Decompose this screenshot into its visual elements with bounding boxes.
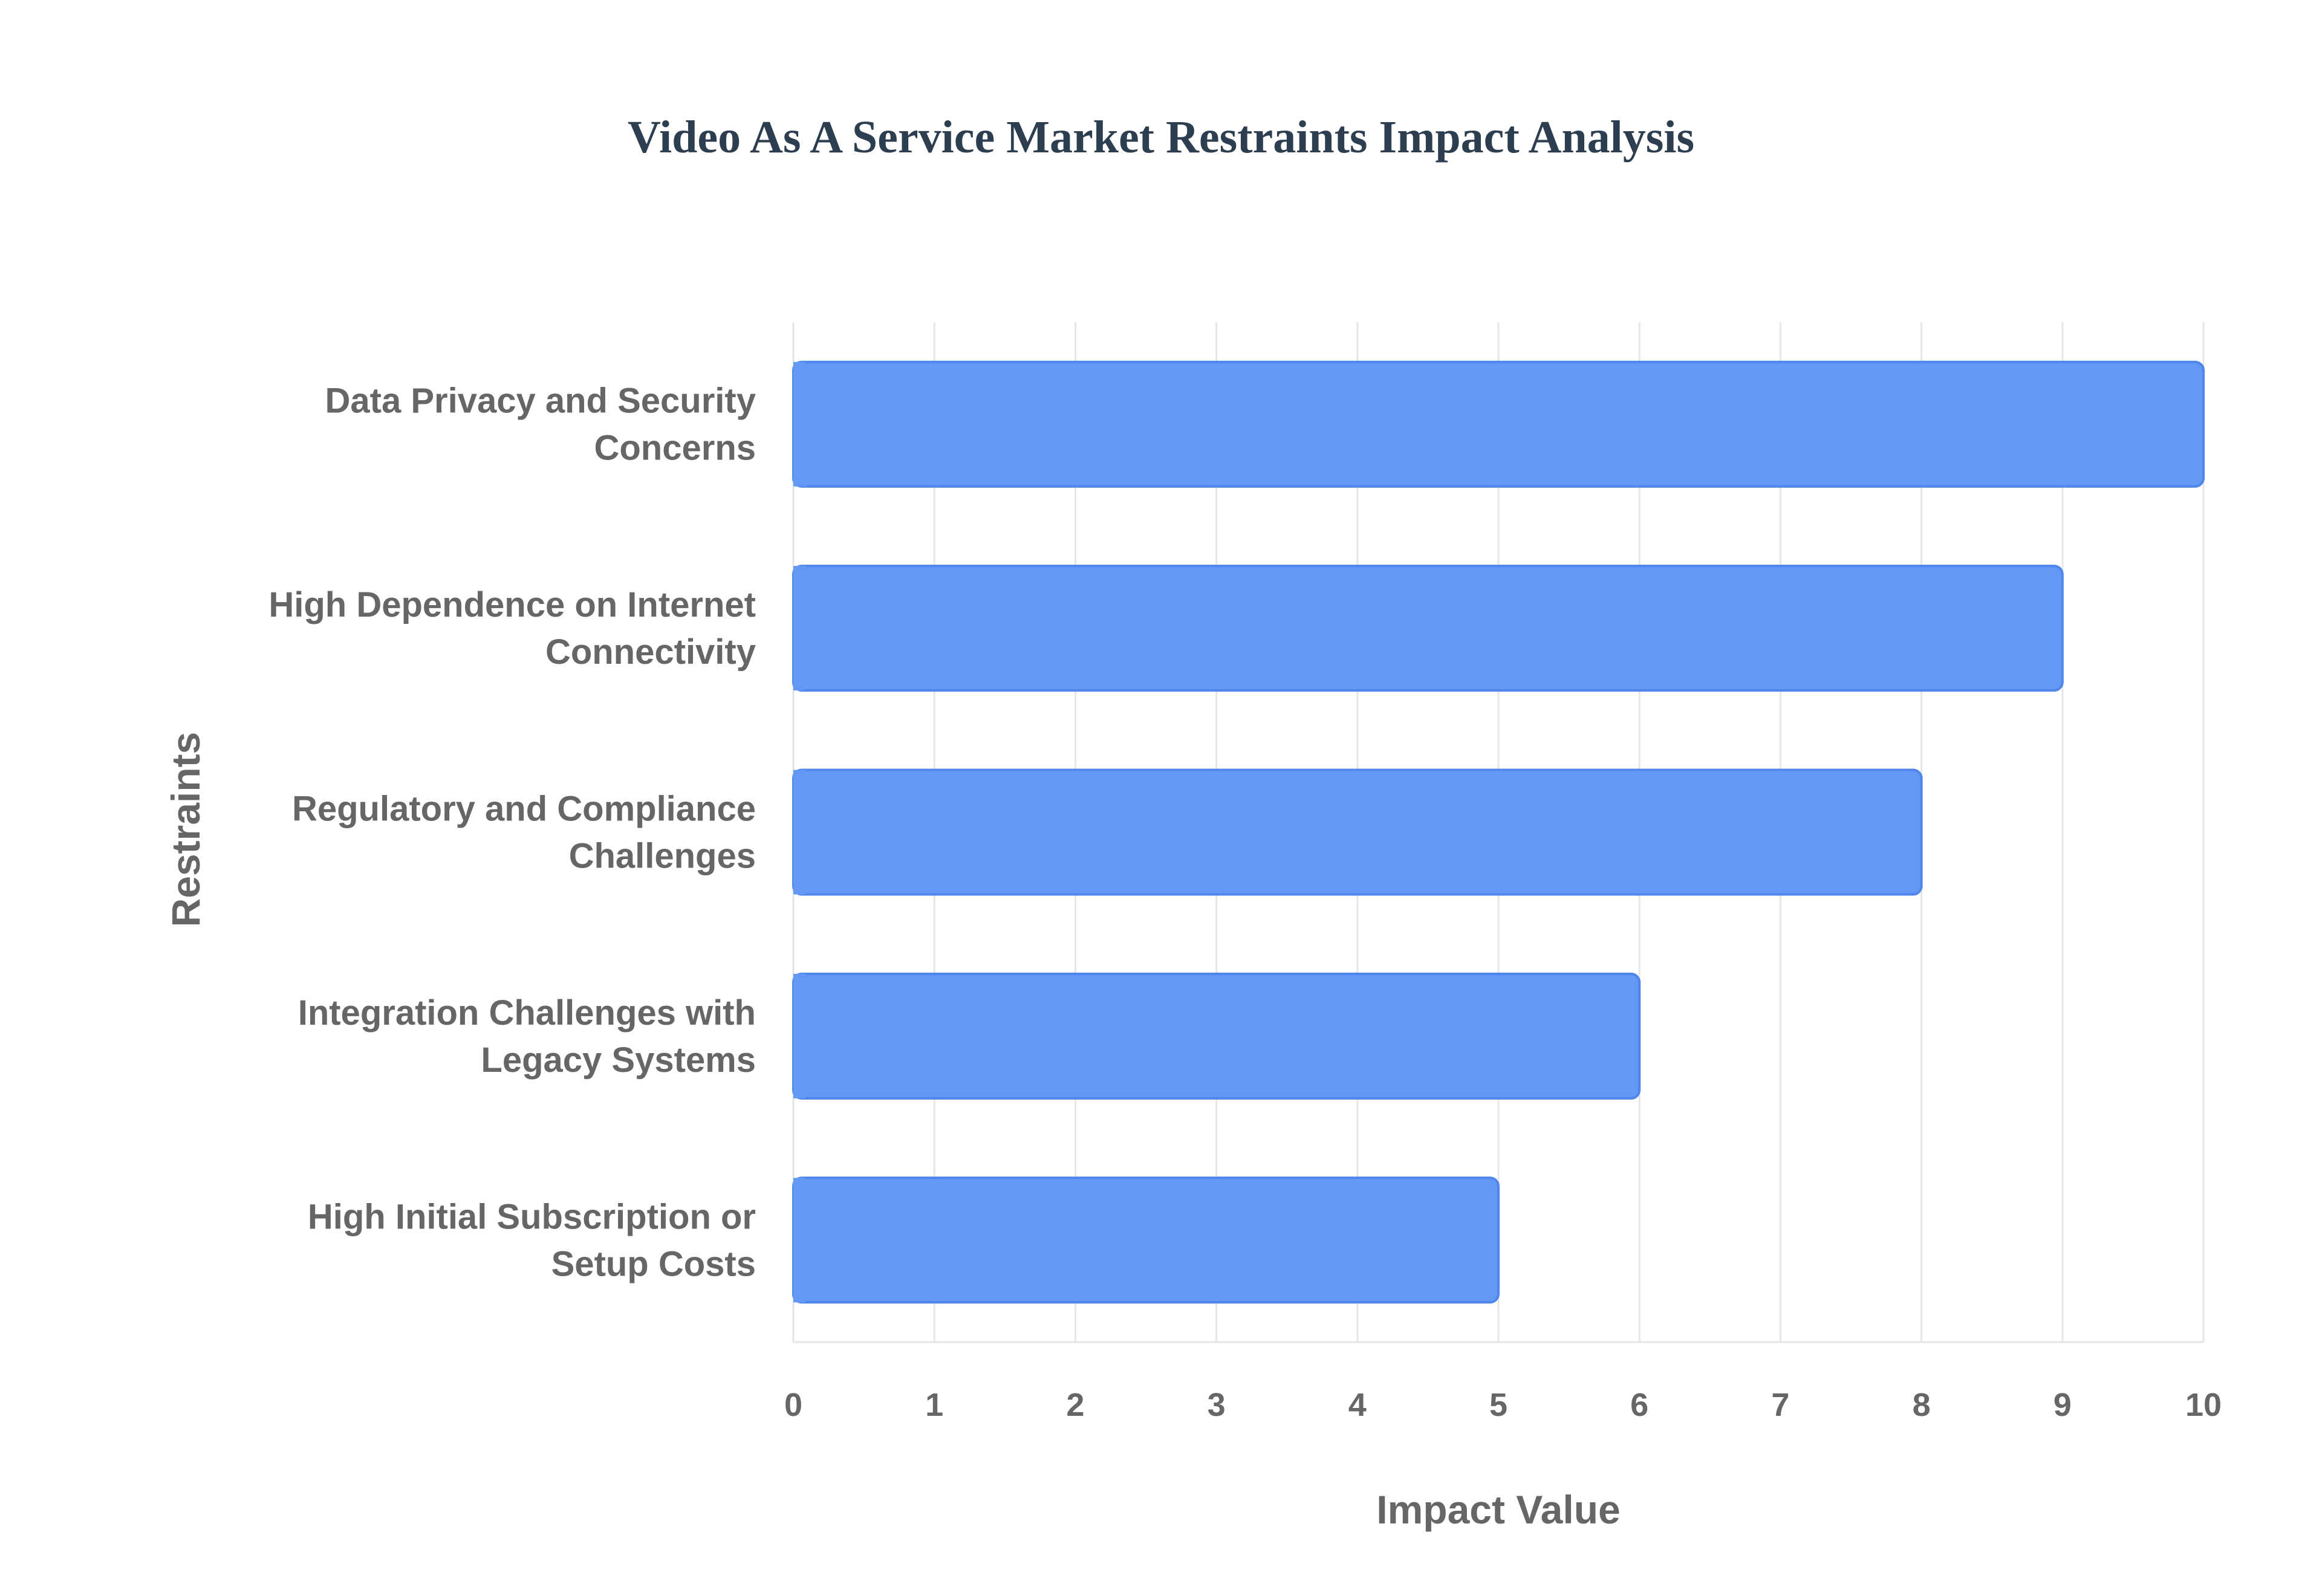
bar	[792, 565, 2064, 692]
x-tick-label: 10	[2185, 1387, 2222, 1423]
category-label: Integration Challenges with Legacy System…	[298, 993, 756, 1080]
bar-left-edge	[793, 770, 805, 895]
x-tick-label: 3	[1208, 1387, 1226, 1423]
category-label-line: Connectivity	[545, 632, 756, 672]
category-label: Data Privacy and Security Concerns	[325, 381, 756, 468]
bar	[792, 1176, 1500, 1304]
category-label: High Initial Subscription or Setup Costs	[308, 1197, 756, 1283]
category-label-line: Regulatory and Compliance	[292, 790, 756, 829]
category-label: Regulatory and Compliance Challenges	[292, 790, 756, 876]
x-tick-label: 0	[784, 1387, 802, 1423]
bar	[792, 360, 2205, 488]
x-tick-labels: 0 1 2 3 4 5 6 7 8 9 10	[784, 1387, 2222, 1423]
x-tick-label: 2	[1066, 1387, 1084, 1423]
bar	[792, 972, 1641, 1100]
x-tick-label: 9	[2054, 1387, 2072, 1423]
category-label-line: Data Privacy and Security	[325, 381, 756, 421]
category-label-line: Setup Costs	[551, 1244, 756, 1283]
x-tick-label: 5	[1489, 1387, 1507, 1423]
category-label-line: Legacy Systems	[481, 1040, 756, 1080]
chart-title: Video As A Service Market Restraints Imp…	[628, 112, 1694, 163]
bar-left-edge	[793, 362, 805, 487]
x-tick-label: 8	[1913, 1387, 1931, 1423]
category-label: High Dependence on Internet Connectivity	[268, 585, 756, 672]
x-tick-label: 4	[1348, 1387, 1367, 1423]
x-tick-label: 6	[1630, 1387, 1648, 1423]
bar-left-edge	[793, 566, 805, 691]
category-label-line: High Initial Subscription or	[308, 1197, 756, 1236]
category-label-line: Concerns	[594, 429, 756, 468]
bars	[792, 360, 2205, 1304]
x-tick-label: 7	[1771, 1387, 1789, 1423]
bar-left-edge	[793, 973, 805, 1098]
bar-left-edge	[793, 1178, 805, 1303]
bar	[792, 768, 1923, 896]
x-axis-title: Impact Value	[1376, 1487, 1621, 1532]
x-tick-label: 1	[925, 1387, 943, 1423]
category-labels: Data Privacy and Security Concerns High De…	[268, 381, 756, 1284]
category-label-line: High Dependence on Internet	[268, 585, 756, 624]
category-label-line: Challenges	[569, 837, 756, 876]
category-label-line: Integration Challenges with	[298, 993, 756, 1033]
y-axis-title: Restraints	[163, 732, 208, 927]
